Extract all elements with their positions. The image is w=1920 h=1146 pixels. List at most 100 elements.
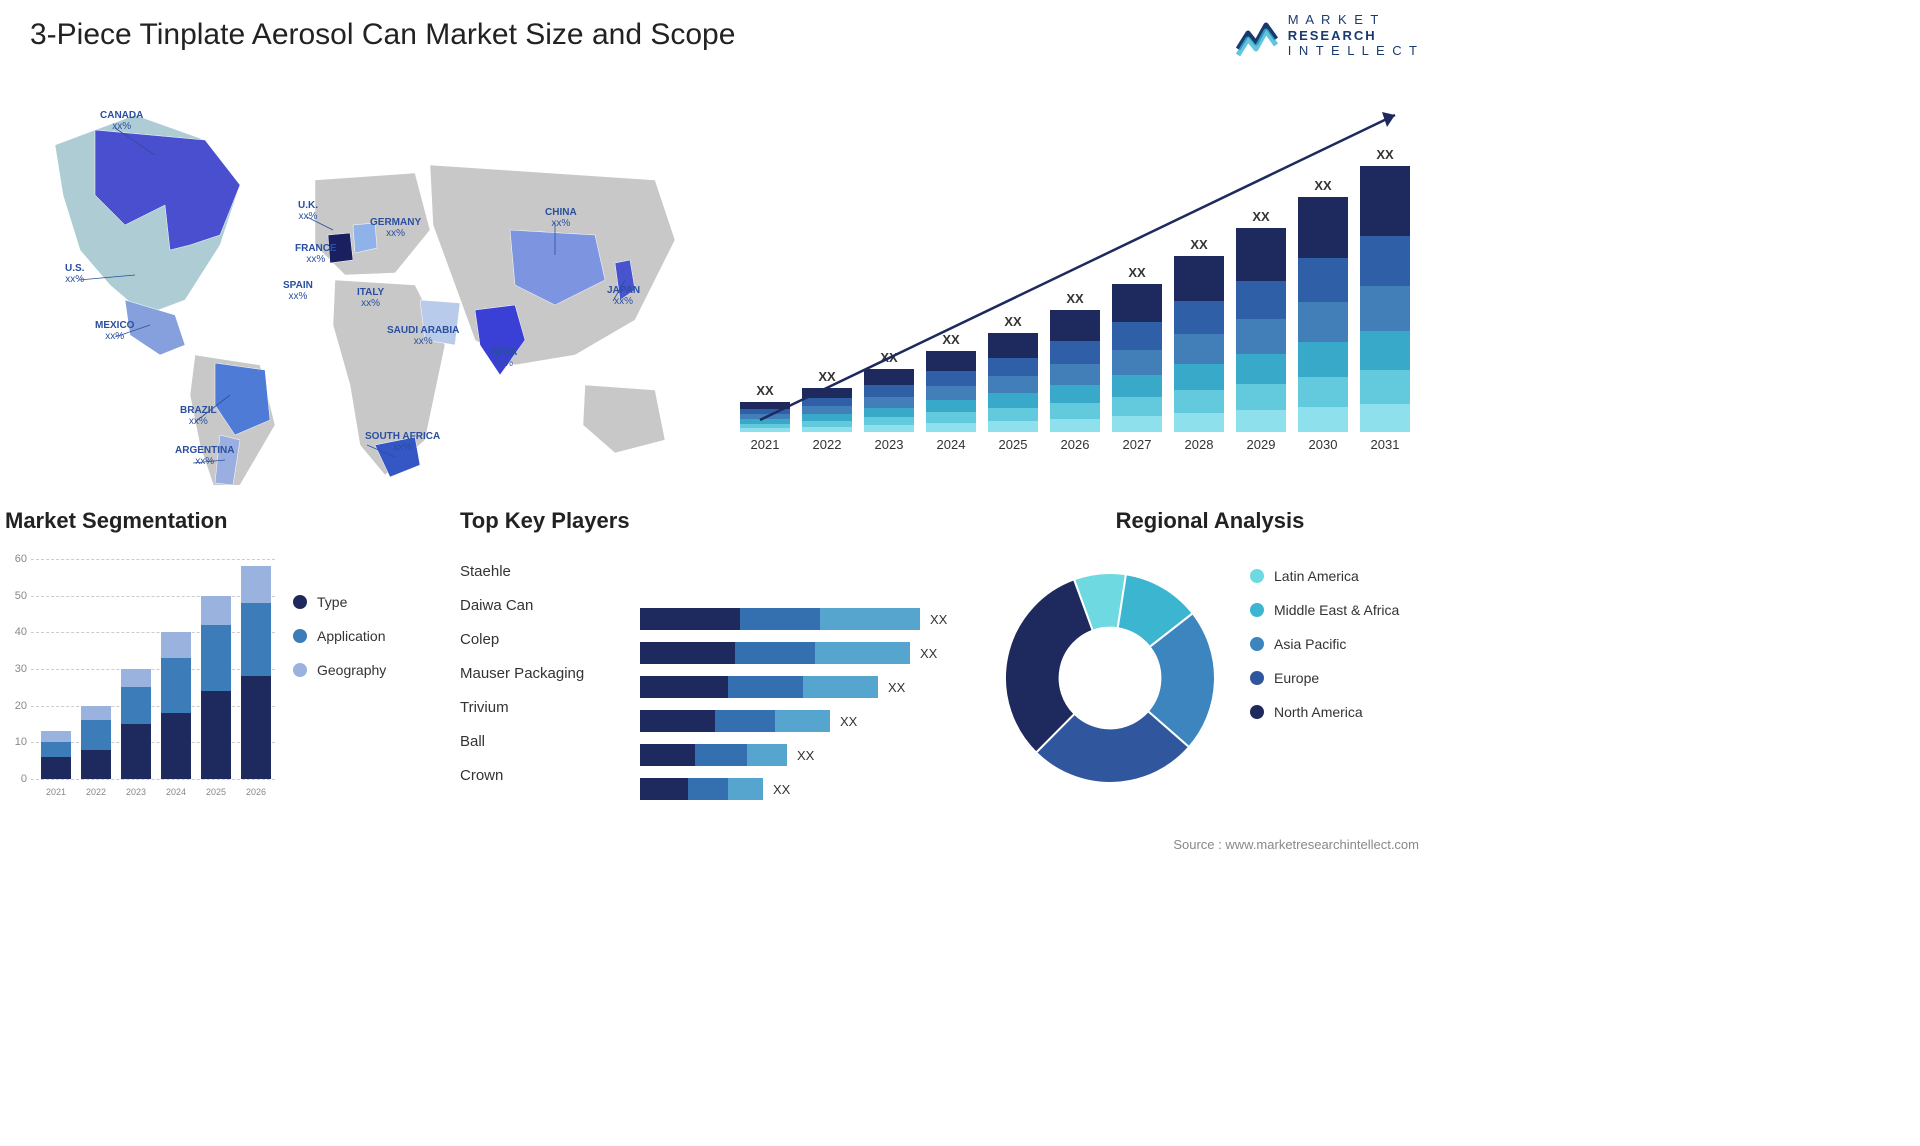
y-axis-tick: 30: [15, 663, 27, 675]
y-axis-tick: 60: [15, 553, 27, 565]
player-bar-row: [640, 568, 970, 602]
segmentation-bar: [201, 596, 231, 779]
brand-logo: M A R K E T RESEARCH I N T E L L E C T: [1234, 12, 1419, 59]
forecast-bar: [1236, 228, 1286, 432]
map-label: CANADAxx%: [100, 110, 143, 132]
player-name: Trivium: [460, 690, 630, 724]
regional-analysis-panel: Regional Analysis Latin America Middle Ea…: [980, 508, 1440, 798]
map-label: INDIAxx%: [490, 347, 517, 369]
map-label: FRANCExx%: [295, 243, 337, 265]
map-label: ARGENTINAxx%: [175, 445, 234, 467]
segmentation-bar: [41, 731, 71, 779]
bar-value-label: XX: [864, 350, 914, 365]
bar-value-label: XX: [802, 369, 852, 384]
forecast-bar: [1174, 256, 1224, 432]
legend-item: Type: [293, 594, 386, 610]
y-axis-tick: 50: [15, 590, 27, 602]
bar-year-label: 2022: [797, 437, 857, 452]
page-title: 3-Piece Tinplate Aerosol Can Market Size…: [30, 18, 735, 52]
bar-year-label: 2031: [1355, 437, 1415, 452]
legend-item: Geography: [293, 662, 386, 678]
y-axis-tick: 0: [21, 773, 27, 785]
bar-value-label: XX: [1050, 291, 1100, 306]
logo-text: M A R K E T RESEARCH I N T E L L E C T: [1288, 12, 1419, 59]
map-label: BRAZILxx%: [180, 405, 217, 427]
donut-title: Regional Analysis: [980, 508, 1440, 534]
legend-item: Europe: [1250, 670, 1399, 686]
forecast-bar: [1298, 197, 1348, 432]
bar-year-label: 2027: [1107, 437, 1167, 452]
map-label: U.S.xx%: [65, 263, 84, 285]
source-text: Source : www.marketresearchintellect.com: [1173, 837, 1419, 852]
player-bar-row: XX: [640, 738, 970, 772]
player-name: Crown: [460, 758, 630, 792]
bar-year-label: 2025: [983, 437, 1043, 452]
player-value: XX: [920, 646, 937, 661]
bar-value-label: XX: [1360, 147, 1410, 162]
bar-year-label: 2028: [1169, 437, 1229, 452]
main-forecast-chart: XX2021XX2022XX2023XX2024XX2025XX2026XX20…: [740, 100, 1420, 480]
bar-value-label: XX: [1298, 178, 1348, 193]
forecast-bar: [1112, 284, 1162, 432]
player-name: Colep: [460, 622, 630, 656]
bar-value-label: XX: [1236, 209, 1286, 224]
player-value: XX: [840, 714, 857, 729]
segmentation-bar: [241, 566, 271, 779]
map-label: SOUTH AFRICAxx%: [365, 431, 440, 453]
player-bar-row: XX: [640, 772, 970, 806]
map-label: JAPANxx%: [607, 285, 640, 307]
map-label: U.K.xx%: [298, 200, 318, 222]
player-name: Mauser Packaging: [460, 656, 630, 690]
seg-year-label: 2026: [239, 787, 273, 797]
bar-value-label: XX: [1112, 265, 1162, 280]
player-bar-row: XX: [640, 602, 970, 636]
player-value: XX: [888, 680, 905, 695]
bar-year-label: 2024: [921, 437, 981, 452]
forecast-bar: [988, 333, 1038, 432]
legend-item: North America: [1250, 704, 1399, 720]
donut-legend: Latin America Middle East & Africa Asia Pa…: [1250, 568, 1399, 738]
forecast-bar: [1050, 310, 1100, 432]
players-title: Top Key Players: [460, 508, 970, 534]
player-bar-row: XX: [640, 670, 970, 704]
player-value: XX: [797, 748, 814, 763]
map-label: SPAINxx%: [283, 280, 313, 302]
bar-value-label: XX: [988, 314, 1038, 329]
legend-item: Application: [293, 628, 386, 644]
player-name: Staehle: [460, 554, 630, 588]
legend-item: Latin America: [1250, 568, 1399, 584]
bar-year-label: 2023: [859, 437, 919, 452]
bar-year-label: 2026: [1045, 437, 1105, 452]
player-bar-row: XX: [640, 636, 970, 670]
seg-year-label: 2021: [39, 787, 73, 797]
segmentation-bar: [81, 706, 111, 779]
segmentation-bar: [121, 669, 151, 779]
world-map: CANADAxx%U.S.xx%MEXICOxx%BRAZILxx%ARGENT…: [15, 85, 715, 485]
forecast-bar: [802, 388, 852, 432]
seg-year-label: 2022: [79, 787, 113, 797]
market-segmentation-panel: Market Segmentation 01020304050602021202…: [5, 508, 455, 798]
forecast-bar: [1360, 166, 1410, 432]
seg-year-label: 2023: [119, 787, 153, 797]
country-shape: [583, 385, 665, 453]
segmentation-legend: Type Application Geography: [293, 594, 386, 696]
forecast-bar: [926, 351, 976, 432]
legend-item: Asia Pacific: [1250, 636, 1399, 652]
map-label: GERMANYxx%: [370, 217, 421, 239]
segmentation-title: Market Segmentation: [5, 508, 455, 534]
player-value: XX: [773, 782, 790, 797]
player-value: XX: [930, 612, 947, 627]
map-label: CHINAxx%: [545, 207, 577, 229]
bar-year-label: 2030: [1293, 437, 1353, 452]
forecast-bar: [740, 402, 790, 432]
y-axis-tick: 10: [15, 736, 27, 748]
map-label: ITALYxx%: [357, 287, 384, 309]
bar-value-label: XX: [926, 332, 976, 347]
bar-value-label: XX: [740, 383, 790, 398]
bar-year-label: 2029: [1231, 437, 1291, 452]
legend-item: Middle East & Africa: [1250, 602, 1399, 618]
bar-year-label: 2021: [735, 437, 795, 452]
map-label: SAUDI ARABIAxx%: [387, 325, 459, 347]
forecast-bar: [864, 369, 914, 432]
player-name: Daiwa Can: [460, 588, 630, 622]
